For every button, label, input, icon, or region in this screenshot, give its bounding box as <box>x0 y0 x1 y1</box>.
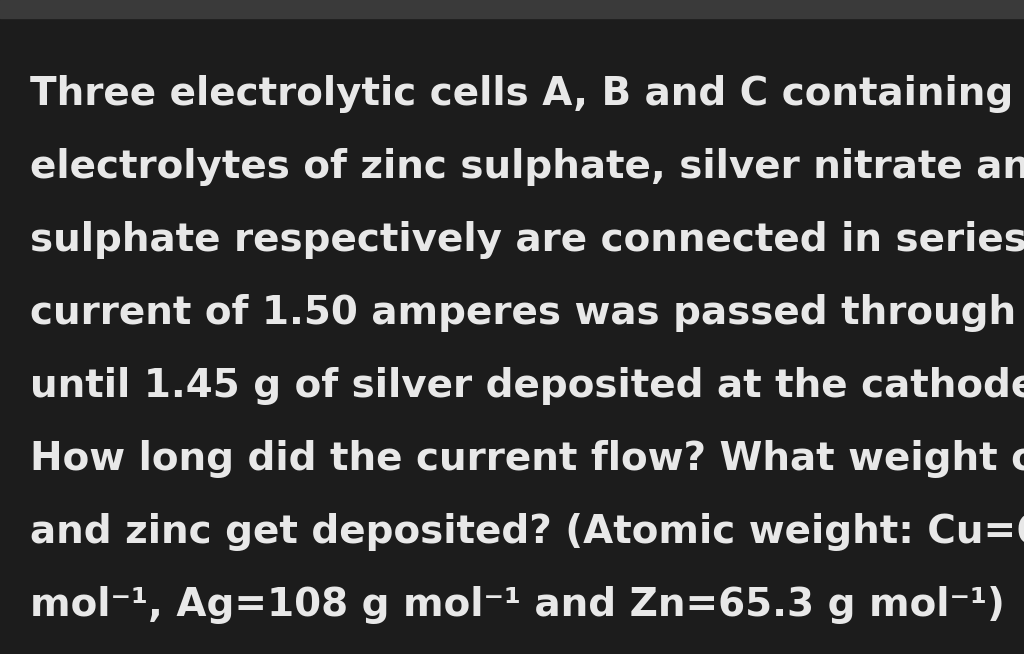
Text: current of 1.50 amperes was passed through them: current of 1.50 amperes was passed throu… <box>30 294 1024 332</box>
Text: electrolytes of zinc sulphate, silver nitrate and copper: electrolytes of zinc sulphate, silver ni… <box>30 148 1024 186</box>
Text: How long did the current flow? What weight of copper: How long did the current flow? What weig… <box>30 440 1024 478</box>
Bar <box>0 0 1024 18</box>
Text: sulphate respectively are connected in series. A steady: sulphate respectively are connected in s… <box>30 221 1024 259</box>
Text: mol⁻¹, Ag=108 g mol⁻¹ and Zn=65.3 g mol⁻¹): mol⁻¹, Ag=108 g mol⁻¹ and Zn=65.3 g mol⁻… <box>30 586 1005 624</box>
Text: and zinc get deposited? (Atomic weight: Cu=63.5 g: and zinc get deposited? (Atomic weight: … <box>30 513 1024 551</box>
Text: Three electrolytic cells A, B and C containing: Three electrolytic cells A, B and C cont… <box>30 75 1014 113</box>
Text: until 1.45 g of silver deposited at the cathode of cell B.: until 1.45 g of silver deposited at the … <box>30 367 1024 405</box>
